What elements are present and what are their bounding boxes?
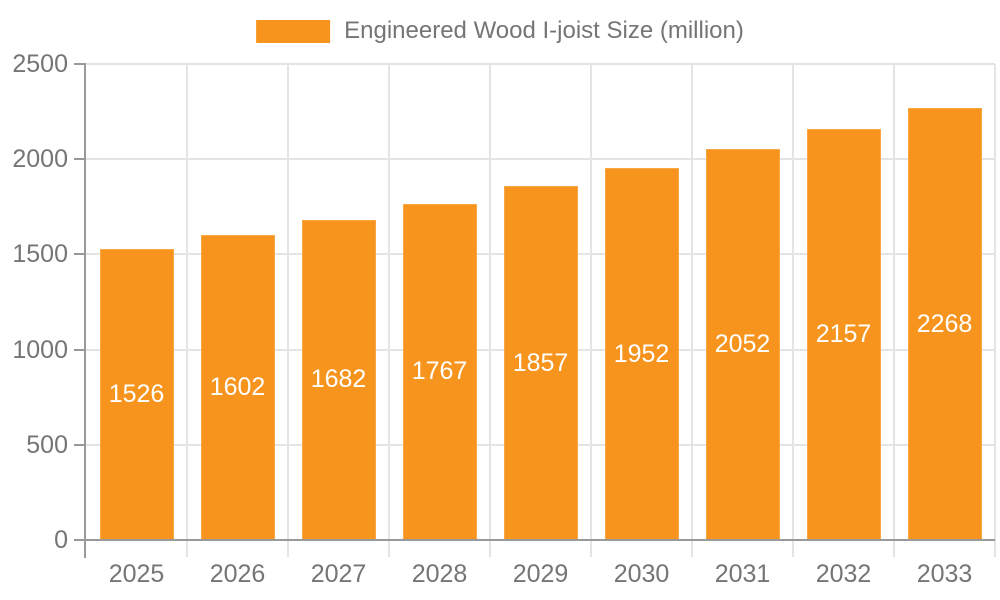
bar-value-label: 1682: [310, 365, 367, 394]
bar-2030[interactable]: 1952: [604, 168, 679, 540]
bar-2028[interactable]: 1767: [402, 203, 477, 540]
y-axis-line: [84, 64, 86, 558]
x-gridline: [893, 64, 895, 557]
x-axis-label: 2032: [815, 560, 872, 588]
y-axis-tick: [74, 253, 86, 256]
bar-value-label: 2052: [714, 330, 771, 359]
y-gridline: [86, 158, 995, 161]
bar-2027[interactable]: 1682: [301, 219, 376, 540]
x-axis-label: 2029: [512, 560, 569, 588]
bar-value-label: 1952: [613, 339, 670, 368]
legend-item[interactable]: Engineered Wood I-joist Size (million): [256, 17, 744, 45]
y-axis-label: 0: [54, 526, 68, 554]
x-axis-label: 2025: [108, 560, 165, 588]
y-axis-tick: [74, 348, 86, 351]
bar-2032[interactable]: 2157: [806, 129, 881, 540]
legend-label: Engineered Wood I-joist Size (million): [344, 17, 744, 44]
x-axis-label: 2030: [613, 560, 670, 588]
legend-swatch: [256, 19, 331, 43]
x-gridline: [186, 64, 188, 557]
x-gridline: [388, 64, 390, 557]
bar-value-label: 1857: [512, 348, 569, 377]
y-axis-label: 1500: [12, 240, 68, 269]
bar-value-label: 1526: [108, 380, 165, 409]
y-axis-label: 1000: [12, 335, 68, 364]
bar-2031[interactable]: 2052: [705, 149, 780, 540]
x-axis-label: 2033: [916, 560, 973, 588]
x-axis-label: 2026: [209, 560, 266, 588]
bar-value-label: 1602: [209, 372, 266, 401]
x-gridline: [287, 64, 289, 557]
x-gridline: [590, 64, 592, 557]
x-axis-label: 2028: [411, 560, 468, 588]
y-gridline: [86, 63, 995, 65]
x-gridline: [792, 64, 794, 557]
x-gridline: [994, 64, 996, 557]
bar-value-label: 2157: [815, 320, 872, 349]
y-axis-label: 2000: [12, 145, 68, 174]
x-axis-line: [74, 539, 995, 541]
x-axis-label: 2031: [714, 560, 771, 588]
bar-2025[interactable]: 1526: [99, 249, 174, 540]
bar-2026[interactable]: 1602: [200, 234, 275, 540]
y-axis-label: 2500: [12, 50, 68, 78]
bar-value-label: 2268: [916, 309, 973, 338]
y-axis-label: 500: [26, 430, 68, 459]
bar-value-label: 1767: [411, 357, 468, 386]
bar-2029[interactable]: 1857: [503, 186, 578, 540]
y-axis-tick: [74, 158, 86, 161]
x-axis-label: 2027: [310, 560, 367, 588]
x-gridline: [489, 64, 491, 557]
y-axis-tick: [74, 443, 86, 446]
x-gridline: [691, 64, 693, 557]
bar-2033[interactable]: 2268: [907, 108, 982, 540]
y-axis-tick: [74, 63, 86, 65]
